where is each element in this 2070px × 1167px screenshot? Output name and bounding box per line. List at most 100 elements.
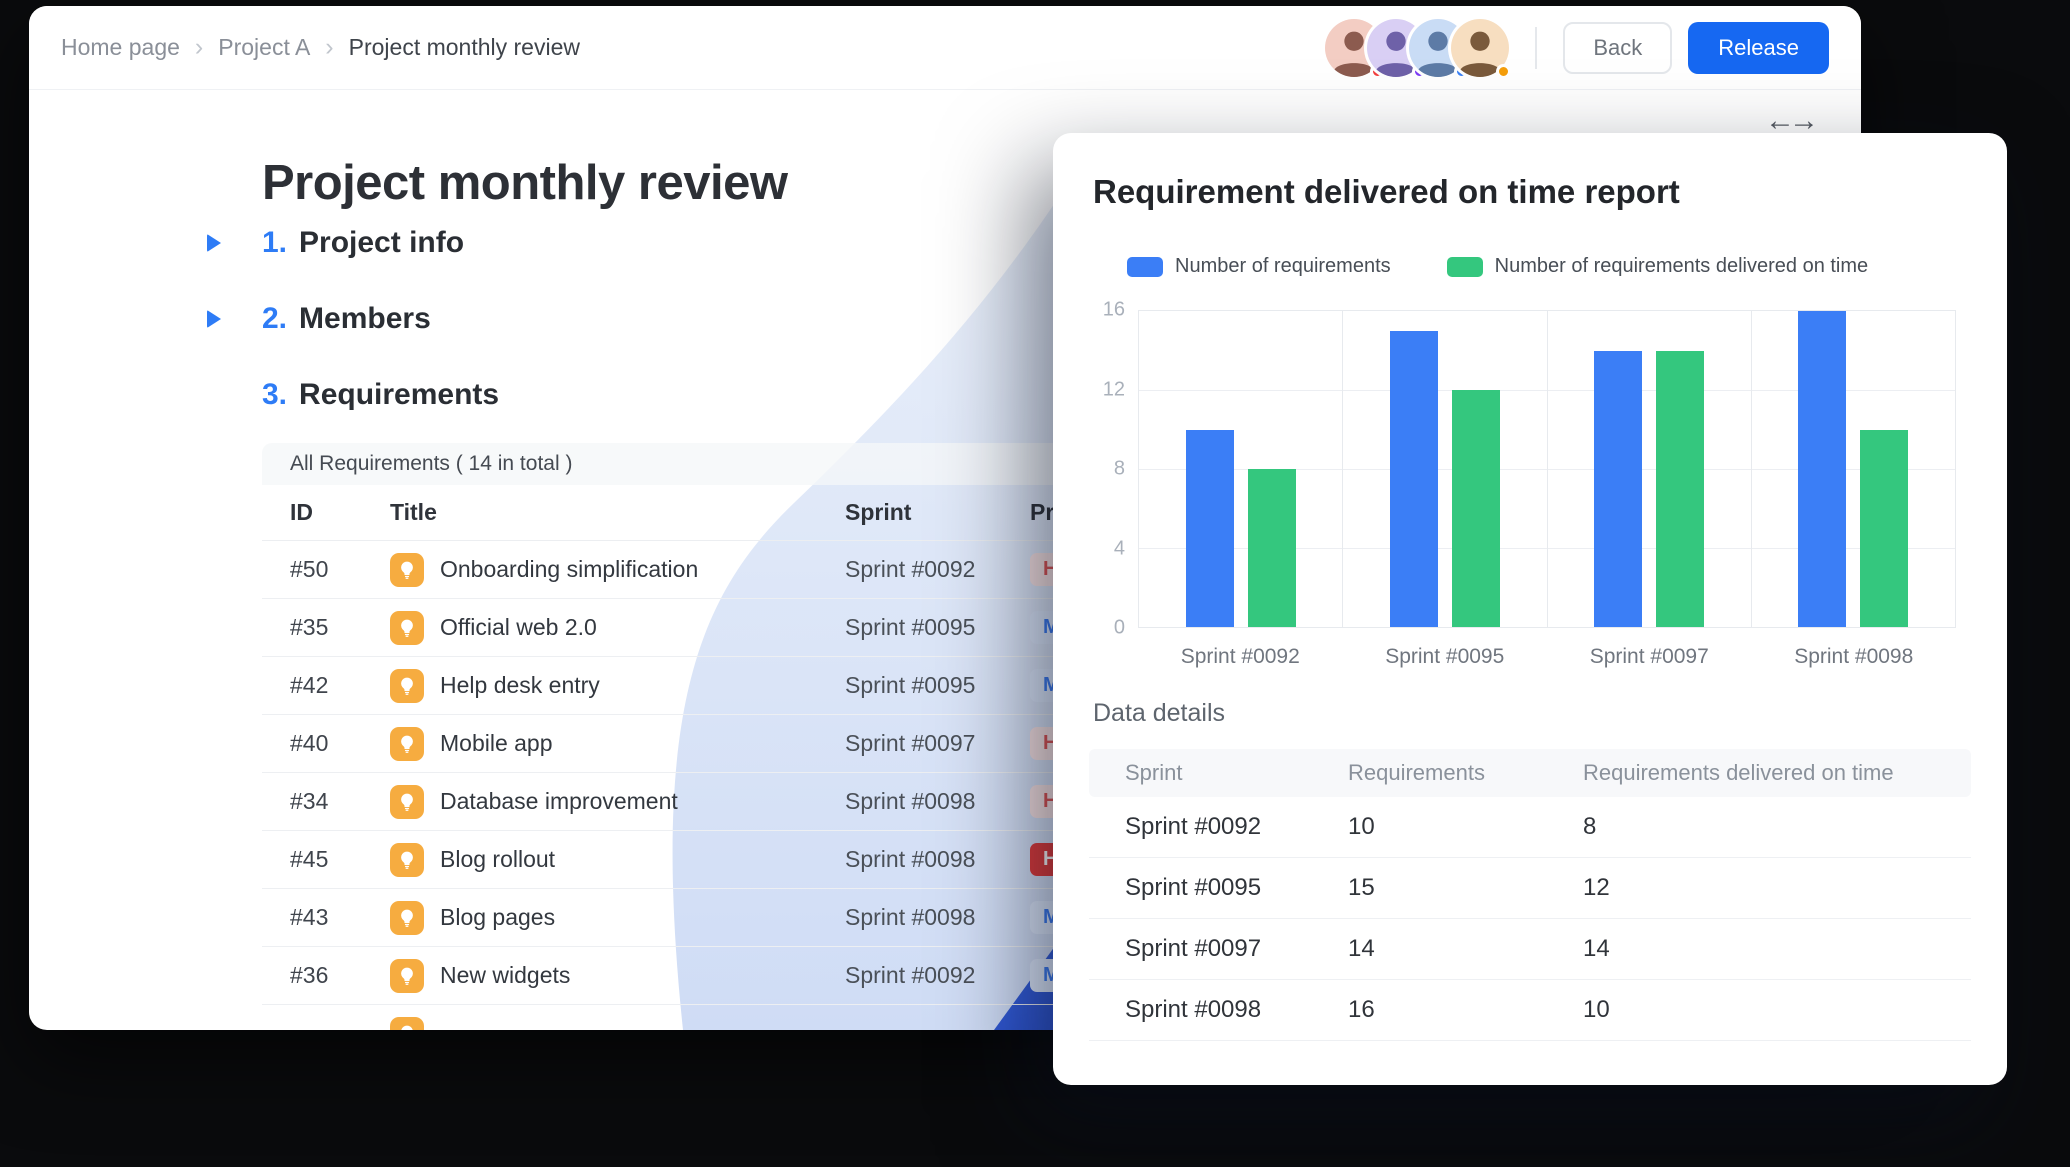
- person-icon: [1417, 31, 1459, 77]
- chart-bar: [1247, 469, 1296, 627]
- requirement-id: #40: [290, 730, 329, 756]
- expand-width-icon[interactable]: ←→: [1765, 104, 1819, 137]
- collapsed-triangle-icon: [207, 310, 221, 328]
- requirement-title: Blog rollout: [390, 842, 845, 877]
- section-number: 2.: [262, 302, 288, 335]
- release-button[interactable]: Release: [1688, 21, 1829, 74]
- legend-item: Number of requirements: [1127, 255, 1391, 278]
- requirement-id: #35: [290, 614, 329, 640]
- legend-item: Number of requirements delivered on time: [1446, 255, 1869, 278]
- requirement-title-text: Database improvement: [440, 788, 678, 814]
- requirement-title: Blog pages: [390, 900, 845, 935]
- requirement-sprint: Sprint #0098: [845, 788, 976, 814]
- lightbulb-icon: [401, 619, 413, 637]
- section-requirements[interactable]: 3. Requirements: [207, 376, 499, 414]
- requirement-title: Official web 2.0: [390, 610, 845, 645]
- bar-chart: [1138, 310, 1956, 628]
- chart-bar: [1389, 330, 1438, 627]
- requirement-title: Help desk entry: [390, 668, 845, 703]
- y-axis-tick: 16: [1102, 298, 1125, 321]
- requirement-sprint: Sprint #0098: [845, 904, 976, 930]
- chart-group: [1139, 311, 1344, 627]
- table-row[interactable]: #50 Onboarding simplification Sprint #0092…: [262, 541, 1152, 599]
- lightbulb-icon: [401, 967, 413, 985]
- breadcrumb-item: Project monthly review: [348, 34, 580, 60]
- header-divider: [1535, 26, 1538, 69]
- table-body: #50 Onboarding simplification Sprint #0092…: [262, 541, 1152, 1030]
- section-number: 3.: [262, 378, 288, 411]
- details-cell: 10: [1583, 996, 1610, 1023]
- legend-label: Number of requirements: [1175, 255, 1391, 277]
- requirement-id: #42: [290, 672, 329, 698]
- requirement-type-icon: [390, 900, 424, 935]
- requirement-type-icon: [390, 610, 424, 645]
- header-actions: Back Release: [1325, 18, 1829, 79]
- requirement-type-icon: [390, 784, 424, 819]
- breadcrumb-item[interactable]: Project A: [218, 34, 311, 60]
- x-axis-label: Sprint #0095: [1385, 645, 1505, 668]
- details-cell: Sprint #0095: [1125, 874, 1262, 901]
- details-cell: 15: [1348, 874, 1375, 901]
- section-project-info[interactable]: 1. Project info: [207, 224, 499, 262]
- table-header-row: ID Title Sprint Priority: [262, 485, 1152, 541]
- chart-bar: [1594, 350, 1643, 627]
- lightbulb-icon: [401, 1025, 413, 1030]
- requirement-type-icon: [390, 958, 424, 993]
- requirement-id: #45: [290, 846, 329, 872]
- collapsed-triangle-icon: [207, 234, 221, 252]
- status-dot: [1496, 63, 1512, 79]
- details-column-sprint: Sprint: [1125, 760, 1183, 785]
- data-details-heading: Data details: [1093, 699, 1226, 727]
- top-header: Home page › Project A › Project monthly revi…: [29, 6, 1861, 90]
- details-cell: 14: [1348, 935, 1375, 962]
- legend-label: Number of requirements delivered on time: [1494, 255, 1869, 277]
- lightbulb-icon: [401, 677, 413, 695]
- details-cell: 12: [1583, 874, 1610, 901]
- requirement-title-text: Blog rollout: [440, 846, 556, 872]
- data-details-table: Sprint Requirements Requirements deliver…: [1089, 749, 1971, 1041]
- legend-swatch: [1127, 256, 1163, 277]
- chart-bar: [1860, 429, 1909, 627]
- chart-bar: [1185, 429, 1234, 627]
- document-sections: 1. Project info 2. Members 3. Requiremen…: [207, 224, 499, 452]
- details-header-row: Sprint Requirements Requirements deliver…: [1089, 749, 1971, 797]
- requirement-type-icon: [390, 552, 424, 587]
- lightbulb-icon: [401, 561, 413, 579]
- requirement-id: #50: [290, 556, 329, 582]
- section-label: Requirements: [299, 378, 500, 411]
- section-members[interactable]: 2. Members: [207, 300, 499, 338]
- requirement-type-icon: [390, 726, 424, 761]
- column-header-sprint: Sprint: [845, 499, 912, 525]
- requirement-title-text: Official web 2.0: [440, 614, 597, 640]
- avatar[interactable]: [1451, 18, 1512, 79]
- back-button[interactable]: Back: [1563, 21, 1673, 74]
- person-icon: [1459, 31, 1501, 77]
- requirement-sprint: Sprint #0092: [845, 556, 976, 582]
- x-axis-label: Sprint #0097: [1589, 645, 1709, 668]
- page-title: Project monthly review: [262, 155, 788, 210]
- table-row[interactable]: [262, 1005, 1152, 1030]
- requirement-sprint: Sprint #0095: [845, 614, 976, 640]
- requirement-title-text: Help desk entry: [440, 672, 600, 698]
- details-row: Sprint #0097 14 14: [1089, 919, 1971, 980]
- details-cell: Sprint #0092: [1125, 813, 1262, 840]
- table-caption: All Requirements ( 14 in total ): [262, 443, 1152, 485]
- avatar-group: [1325, 18, 1512, 79]
- breadcrumb-item[interactable]: Home page: [61, 34, 180, 60]
- y-axis-tick: 12: [1102, 378, 1125, 400]
- requirement-title: Database improvement: [390, 784, 845, 819]
- details-column-requirements: Requirements: [1348, 760, 1485, 785]
- chart-group: [1548, 311, 1752, 627]
- breadcrumb-chevron-icon: ›: [194, 33, 204, 61]
- chart-bar: [1798, 311, 1847, 627]
- requirement-id: #34: [290, 788, 329, 814]
- requirement-sprint: Sprint #0098: [845, 846, 976, 872]
- x-axis-label: Sprint #0098: [1794, 645, 1914, 668]
